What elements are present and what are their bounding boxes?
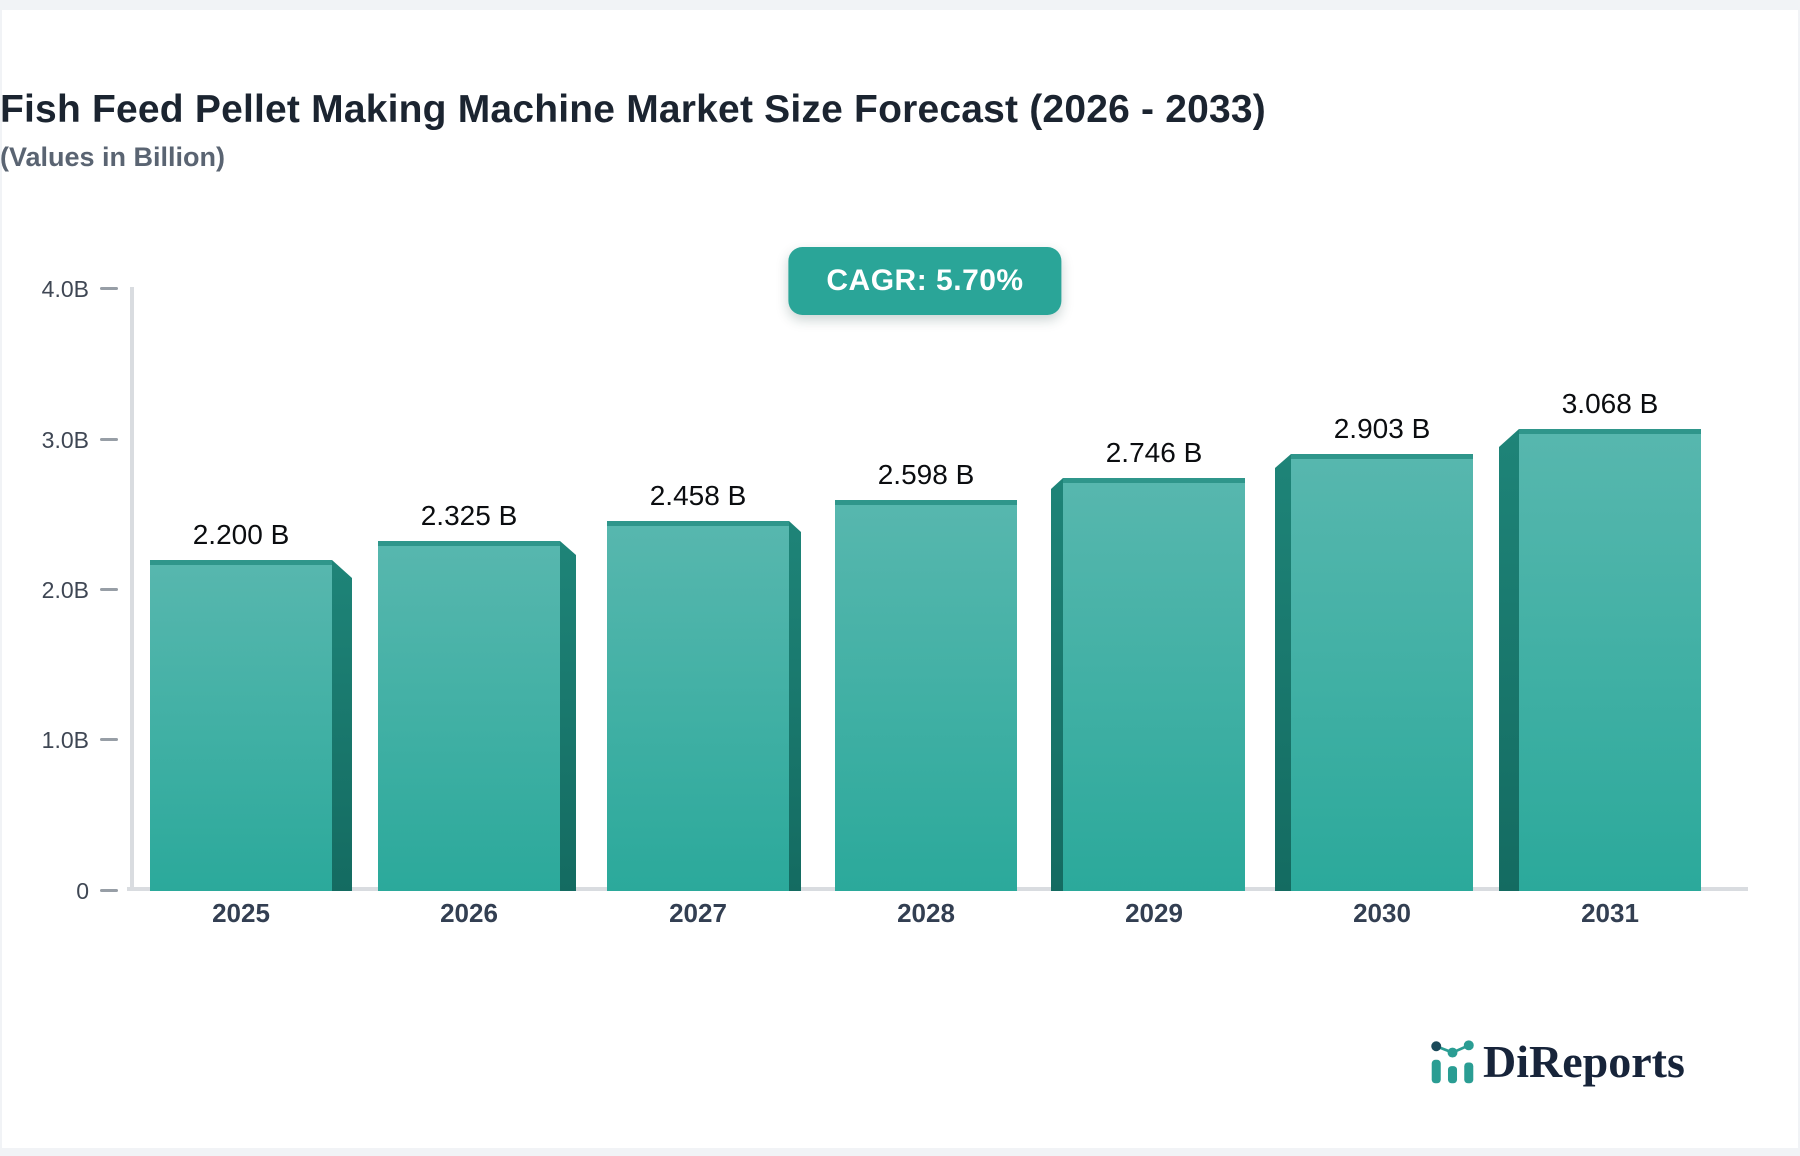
bar-value-label: 3.068 B: [1561, 388, 1659, 419]
logo-text: DiReports: [1483, 1036, 1685, 1087]
bar-face: [150, 560, 332, 891]
bar-value-label: 2.746 B: [1105, 437, 1203, 468]
bar-side-shade: [789, 521, 801, 891]
bar-value-label: 2.598 B: [877, 459, 975, 490]
bar-face: [607, 521, 789, 891]
chart-subtitle: (Values in Billion): [0, 142, 226, 172]
bar-face: [1063, 478, 1245, 891]
x-axis-label-2025: 2025: [212, 898, 270, 928]
chart-title: Fish Feed Pellet Making Machine Market S…: [0, 88, 1266, 131]
bar-value-label: 2.458 B: [649, 480, 747, 511]
x-axis-label-2027: 2027: [669, 898, 727, 928]
bar-2031: 3.068 B: [1499, 388, 1701, 891]
y-axis-tick-mark: [100, 588, 118, 591]
y-axis-tick-mark: [100, 738, 118, 741]
bar-value-label: 2.325 B: [420, 500, 518, 531]
y-axis-tick-label: 1.0B: [41, 727, 89, 753]
bar-side-shade: [1275, 454, 1291, 891]
bar-face: [1519, 429, 1701, 891]
x-axis-label-2031: 2031: [1581, 898, 1639, 928]
bar-side-shade: [332, 560, 352, 891]
bar-face: [378, 541, 560, 891]
cagr-badge: CAGR: 5.70%: [788, 247, 1062, 315]
direports-logo: DiReports: [1429, 1038, 1685, 1086]
bar-face: [1291, 454, 1473, 891]
y-axis-tick-label: 2.0B: [41, 577, 89, 603]
y-axis-tick-mark: [100, 889, 118, 892]
x-axis-label-2028: 2028: [897, 898, 955, 928]
x-axis-label-2029: 2029: [1125, 898, 1183, 928]
bar-2027: 2.458 B: [607, 480, 801, 891]
bar-2029: 2.746 B: [1051, 437, 1245, 891]
y-axis-tick-label: 0: [76, 878, 89, 904]
bar-2025: 2.200 B: [150, 519, 352, 891]
bar-2028: 2.598 B: [835, 459, 1017, 891]
x-axis-label-2026: 2026: [440, 898, 498, 928]
bar-side-shade: [1499, 429, 1519, 891]
bar-value-label: 2.903 B: [1333, 413, 1431, 444]
bar-face: [835, 500, 1017, 891]
bar-line-chart-icon: [1431, 1040, 1474, 1084]
bar-2030: 2.903 B: [1275, 413, 1473, 891]
y-axis-tick-mark: [100, 438, 118, 441]
bar-value-label: 2.200 B: [192, 519, 290, 550]
y-axis-tick-label: 4.0B: [41, 276, 89, 302]
bar-side-shade: [560, 541, 576, 891]
y-axis-line: [130, 287, 134, 891]
x-axis-label-2030: 2030: [1353, 898, 1411, 928]
y-axis-tick-label: 3.0B: [41, 427, 89, 453]
bar-side-shade: [1051, 478, 1063, 891]
bar-2026: 2.325 B: [378, 500, 576, 891]
y-axis-tick-mark: [100, 287, 118, 290]
